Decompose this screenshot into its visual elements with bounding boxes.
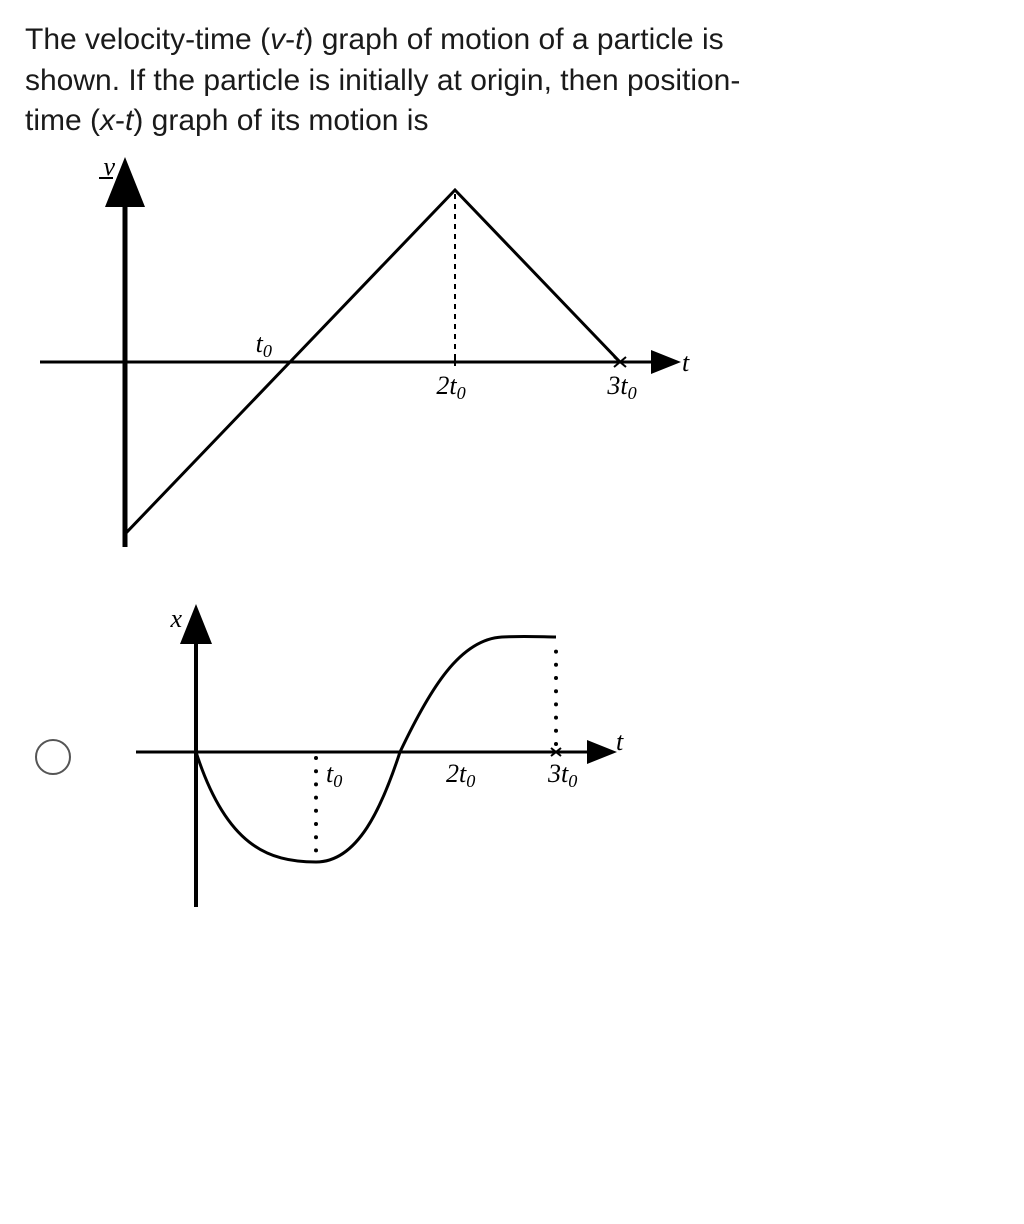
- svg-text:3t0: 3t0: [606, 371, 636, 403]
- q-v: v: [270, 23, 285, 56]
- q-line2: shown. If the particle is initially at o…: [25, 64, 740, 97]
- svg-text:3t0: 3t0: [547, 759, 577, 791]
- option-radio[interactable]: [35, 739, 71, 775]
- q-x: x: [100, 104, 115, 137]
- q-line1-pre: The velocity-time (: [25, 23, 270, 56]
- question-text: The velocity-time (v-t) graph of motion …: [25, 20, 999, 142]
- svg-text:t0: t0: [256, 329, 272, 361]
- q-line3-pre: time (: [25, 104, 100, 137]
- svg-text:t: t: [616, 727, 624, 756]
- q-dash1: -: [285, 23, 295, 56]
- svg-text:2t0: 2t0: [436, 371, 465, 403]
- svg-text:v: v: [103, 152, 115, 181]
- q-dash2: -: [115, 104, 125, 137]
- vt-graph-container: v t t0 2t0 3t0: [25, 152, 999, 557]
- svg-text:x: x: [169, 604, 182, 633]
- q-line1-post: ) graph of motion of a particle is: [303, 23, 723, 56]
- svg-text:2t0: 2t0: [446, 759, 475, 791]
- xt-graph: x t t0 2t0 3t0: [126, 597, 646, 917]
- svg-text:t: t: [682, 348, 690, 377]
- q-line3-post: ) graph of its motion is: [133, 104, 428, 137]
- vt-graph: v t t0 2t0 3t0: [25, 152, 705, 552]
- option-row: x t t0 2t0 3t0: [35, 597, 999, 917]
- svg-text:t0: t0: [326, 759, 342, 791]
